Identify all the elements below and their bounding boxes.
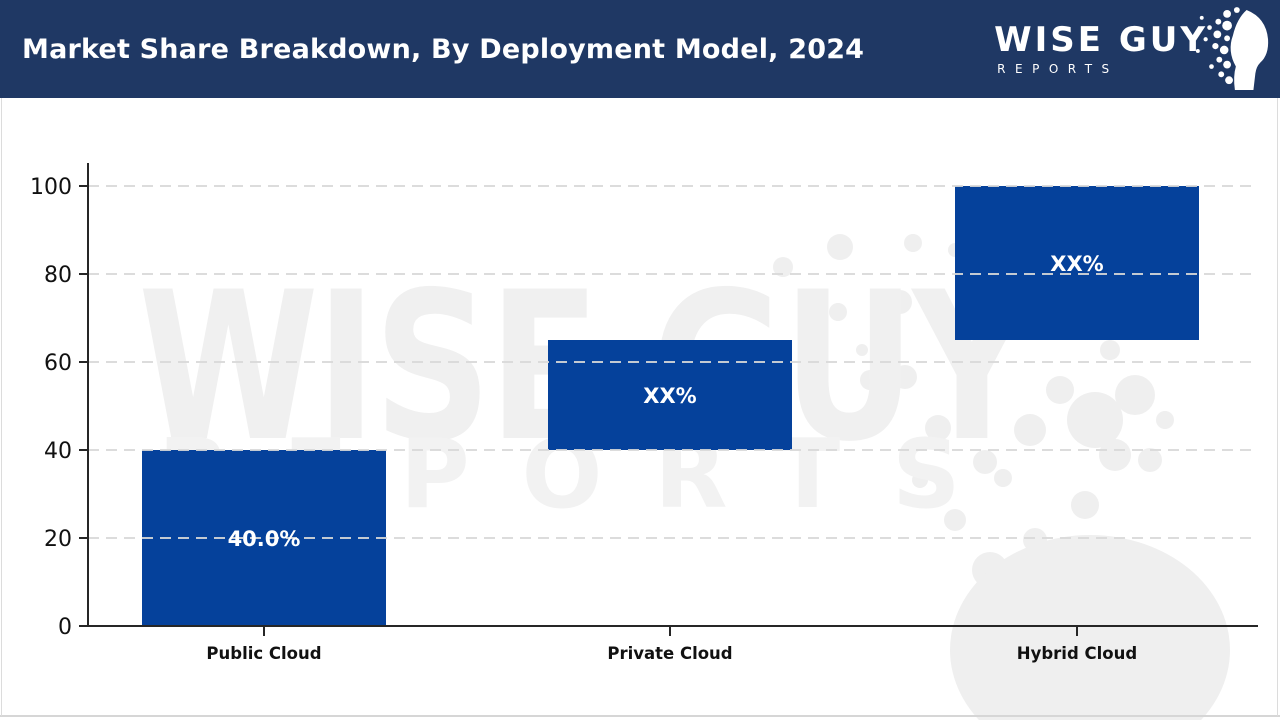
y-tick-label-80: 80 xyxy=(44,263,72,288)
x-axis-label-public-cloud: Public Cloud xyxy=(206,644,321,663)
logo-wordmark-line2: REPORTS xyxy=(997,61,1119,76)
y-tick-label-60: 60 xyxy=(44,351,72,376)
bar-value-label-public-cloud: 40.0% xyxy=(228,527,301,551)
logo-face-icon xyxy=(1195,7,1269,90)
y-tick-label-20: 20 xyxy=(44,527,72,552)
brand-logo: WISE GUY REPORTS xyxy=(994,6,1270,92)
page-title: Market Share Breakdown, By Deployment Mo… xyxy=(22,33,865,65)
y-tick-label-0: 0 xyxy=(58,615,72,640)
logo-wordmark: WISE GUY REPORTS xyxy=(994,23,1208,76)
x-axis-label-hybrid-cloud: Hybrid Cloud xyxy=(1017,644,1137,663)
frame-right-rule xyxy=(1277,98,1278,716)
bar-value-label-hybrid-cloud: XX% xyxy=(1050,252,1103,276)
y-tick-label-40: 40 xyxy=(44,439,72,464)
bar-value-label-private-cloud: XX% xyxy=(643,384,696,408)
x-axis-label-private-cloud: Private Cloud xyxy=(607,644,732,663)
logo-wordmark-line1: WISE GUY xyxy=(994,19,1208,60)
frame-bottom-rule xyxy=(0,715,1280,717)
header: Market Share Breakdown, By Deployment Mo… xyxy=(0,0,1280,98)
bar-hybrid-cloud xyxy=(955,186,1199,340)
frame-left-rule xyxy=(1,98,2,716)
bar-private-cloud xyxy=(548,340,792,450)
y-tick-label-100: 100 xyxy=(30,175,72,200)
